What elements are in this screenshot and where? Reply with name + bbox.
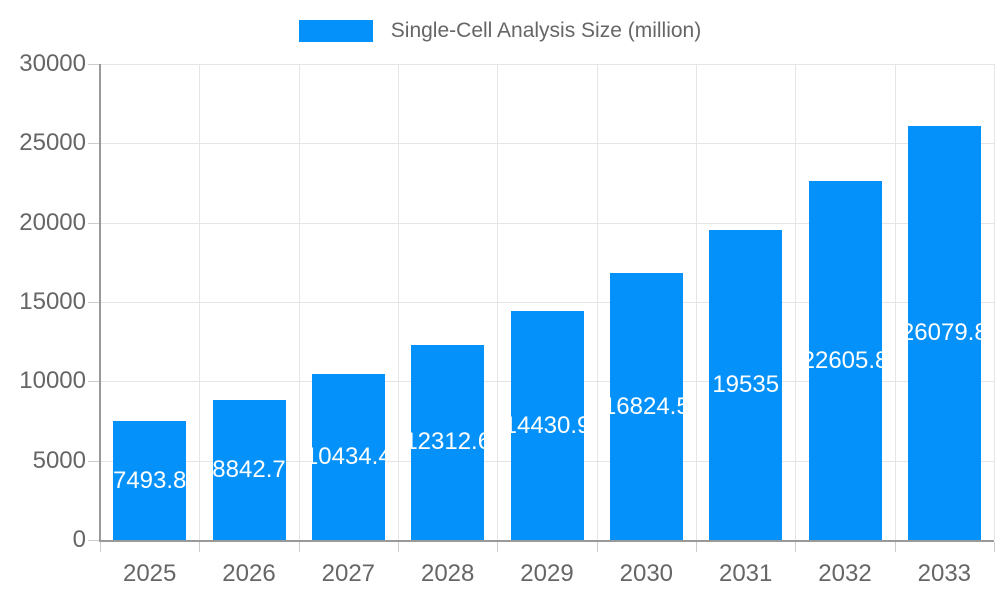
x-gridline <box>299 64 300 540</box>
bar-value-label: 22605.8 <box>809 346 882 374</box>
x-axis-tick <box>299 542 300 552</box>
y-gridline <box>100 302 994 303</box>
bar-2032[interactable]: 22605.8 <box>808 181 882 540</box>
bar-value-label: 26079.8 <box>908 319 981 347</box>
x-axis-line <box>99 540 994 542</box>
x-axis-tick <box>398 542 399 552</box>
y-tick-label: 5000 <box>32 447 86 474</box>
x-tick-label: 2031 <box>718 560 773 587</box>
x-gridline <box>696 64 697 540</box>
bar-2033[interactable]: 26079.8 <box>907 126 981 540</box>
x-axis-tick <box>895 542 896 552</box>
x-tick-label: 2027 <box>321 560 376 587</box>
x-tick-label: 2029 <box>520 560 574 587</box>
y-tick-label: 20000 <box>19 209 86 236</box>
x-axis-tick <box>795 542 796 552</box>
x-axis-tick <box>597 542 598 552</box>
x-tick-label: 2028 <box>420 560 475 587</box>
y-gridline <box>100 64 994 65</box>
y-tick-label: 30000 <box>19 50 86 77</box>
x-tick-label: 2030 <box>619 560 674 587</box>
legend-swatch-icon <box>298 20 373 42</box>
y-axis-tick <box>88 143 100 144</box>
x-axis-tick <box>199 542 200 552</box>
x-gridline <box>994 64 995 540</box>
bar-value-label: 8842.7 <box>212 455 286 483</box>
legend-label: Single-Cell Analysis Size (million) <box>390 19 702 42</box>
y-tick-label: 10000 <box>19 367 86 394</box>
bar-2028[interactable]: 12312.6 <box>411 344 485 540</box>
y-axis-tick <box>88 540 100 541</box>
bar-2027[interactable]: 10434.4 <box>311 374 385 540</box>
y-axis-tick <box>88 461 100 462</box>
bar-2029[interactable]: 14430.9 <box>510 311 584 540</box>
y-gridline <box>100 143 994 144</box>
x-axis-tick <box>696 542 697 552</box>
y-axis-line <box>99 64 101 542</box>
x-gridline <box>597 64 598 540</box>
bar-2026[interactable]: 8842.7 <box>212 399 286 540</box>
bar-2025[interactable]: 7493.8 <box>113 421 187 540</box>
x-gridline <box>497 64 498 540</box>
x-axis-tick <box>994 542 995 552</box>
x-tick-label: 2033 <box>917 560 972 587</box>
x-gridline <box>199 64 200 540</box>
y-axis-tick <box>88 381 100 382</box>
bar-value-label: 10434.4 <box>312 443 385 471</box>
x-tick-label: 2026 <box>222 560 276 587</box>
x-axis-tick <box>497 542 498 552</box>
y-axis-tick <box>88 223 100 224</box>
legend[interactable]: Single-Cell Analysis Size (million) <box>0 20 1000 42</box>
y-tick-label: 15000 <box>19 288 86 315</box>
bar-value-label: 16824.5 <box>610 392 683 420</box>
y-gridline <box>100 223 994 224</box>
bar-value-label: 14430.9 <box>511 411 584 439</box>
bar-value-label: 12312.6 <box>411 428 484 456</box>
x-gridline <box>398 64 399 540</box>
y-tick-label: 25000 <box>19 129 86 156</box>
bar-value-label: 7493.8 <box>113 466 187 494</box>
x-tick-label: 2032 <box>818 560 872 587</box>
bar-2030[interactable]: 16824.5 <box>609 273 683 540</box>
y-axis-tick <box>88 302 100 303</box>
y-tick-label: 0 <box>72 526 86 553</box>
y-axis-tick <box>88 64 100 65</box>
bar-value-label: 19535 <box>712 371 780 398</box>
x-axis-tick <box>100 542 101 552</box>
x-tick-label: 2025 <box>122 560 177 587</box>
bar-2031[interactable]: 19535 <box>709 230 783 540</box>
x-gridline <box>795 64 796 540</box>
x-gridline <box>895 64 896 540</box>
